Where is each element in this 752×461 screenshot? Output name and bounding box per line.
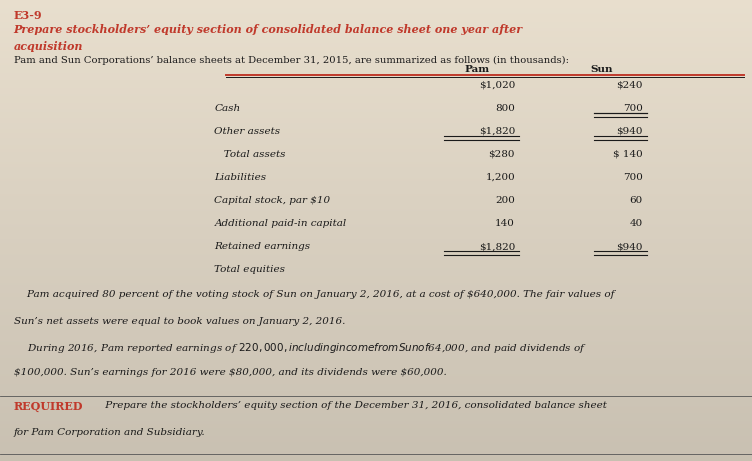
Text: $940: $940 xyxy=(617,242,643,251)
Text: $240: $240 xyxy=(617,81,643,90)
Text: 700: 700 xyxy=(623,104,643,113)
Text: Sun: Sun xyxy=(590,65,613,74)
Text: Capital stock, par $10: Capital stock, par $10 xyxy=(214,196,330,205)
Text: E3-9: E3-9 xyxy=(14,10,42,21)
Text: REQUIRED: REQUIRED xyxy=(14,401,83,412)
Text: 200: 200 xyxy=(496,196,515,205)
Text: 60: 60 xyxy=(629,196,643,205)
Text: Prepare the stockholders’ equity section of the December 31, 2016, consolidated : Prepare the stockholders’ equity section… xyxy=(102,401,606,410)
Text: 140: 140 xyxy=(496,219,515,228)
Text: Cash: Cash xyxy=(214,104,241,113)
Text: $1,820: $1,820 xyxy=(479,242,515,251)
Text: $1,020: $1,020 xyxy=(479,81,515,90)
Text: Prepare stockholders’ equity section of consolidated balance sheet one year afte: Prepare stockholders’ equity section of … xyxy=(14,24,523,35)
Text: Pam and Sun Corporations’ balance sheets at December 31, 2015, are summarized as: Pam and Sun Corporations’ balance sheets… xyxy=(14,56,569,65)
Text: Sun’s net assets were equal to book values on January 2, 2016.: Sun’s net assets were equal to book valu… xyxy=(14,317,345,326)
Text: $940: $940 xyxy=(617,127,643,136)
Text: for Pam Corporation and Subsidiary.: for Pam Corporation and Subsidiary. xyxy=(14,428,205,437)
Text: acquisition: acquisition xyxy=(14,41,83,52)
Text: $ 140: $ 140 xyxy=(613,150,643,159)
Text: Retained earnings: Retained earnings xyxy=(214,242,311,251)
Text: Liabilities: Liabilities xyxy=(214,173,266,182)
Text: $100,000. Sun’s earnings for 2016 were $80,000, and its dividends were $60,000.: $100,000. Sun’s earnings for 2016 were $… xyxy=(14,368,446,377)
Text: $280: $280 xyxy=(489,150,515,159)
Text: $1,820: $1,820 xyxy=(479,127,515,136)
Text: 800: 800 xyxy=(496,104,515,113)
Text: Pam acquired 80 percent of the voting stock of Sun on January 2, 2016, at a cost: Pam acquired 80 percent of the voting st… xyxy=(14,290,614,300)
Text: 1,200: 1,200 xyxy=(485,173,515,182)
Text: Pam: Pam xyxy=(465,65,490,74)
Text: Additional paid-in capital: Additional paid-in capital xyxy=(214,219,347,228)
Text: 40: 40 xyxy=(629,219,643,228)
Text: Total assets: Total assets xyxy=(214,150,286,159)
Text: 700: 700 xyxy=(623,173,643,182)
Text: During 2016, Pam reported earnings of $220,000, including income from Sun of $64: During 2016, Pam reported earnings of $2… xyxy=(14,341,587,355)
Text: Other assets: Other assets xyxy=(214,127,280,136)
Text: Total equities: Total equities xyxy=(214,265,285,274)
